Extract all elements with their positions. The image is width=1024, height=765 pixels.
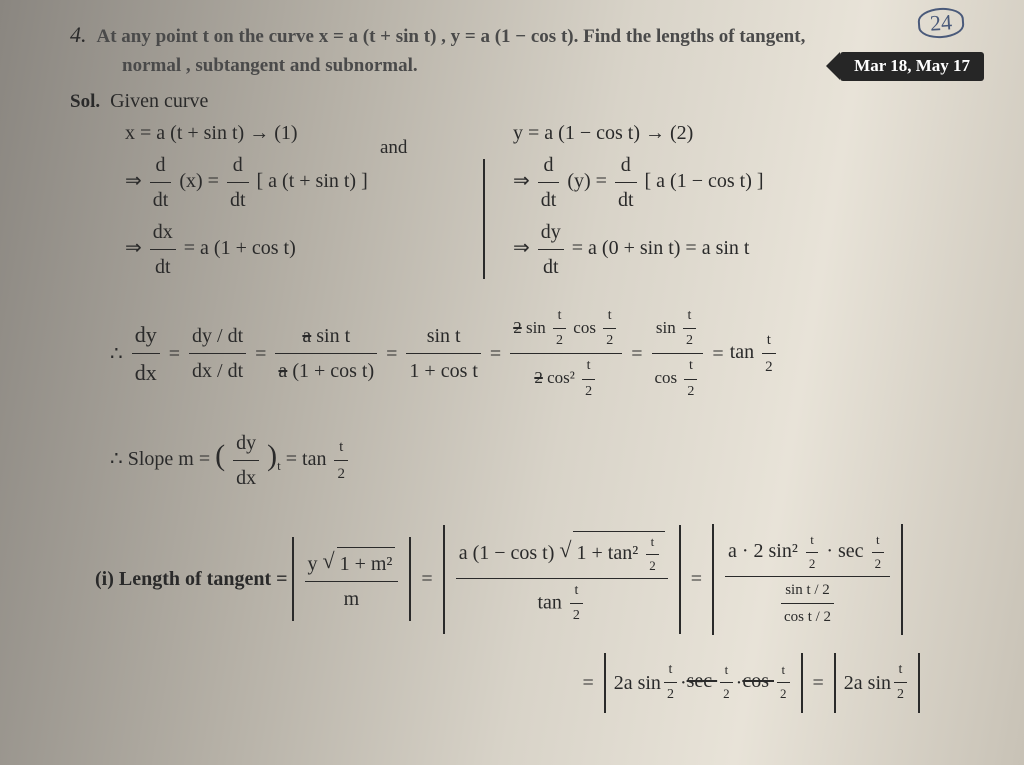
- left-eq-3: ⇒ dxdt = a (1 + cos t): [125, 216, 455, 283]
- tangent-label: (i) Length of tangent =: [95, 563, 288, 595]
- right-column: y = a (1 − cos t) → (2) ⇒ ddt (y) = ddt …: [513, 117, 933, 283]
- slope-prefix: ∴ Slope m =: [110, 448, 215, 470]
- right-l2-mid: (y) =: [567, 170, 607, 192]
- tangent-abs-5: 2a sin t2: [834, 653, 920, 713]
- t1-den: m: [305, 582, 399, 615]
- textbook-page: 24 4. At any point t on the curve x = a …: [0, 0, 1024, 733]
- dt-den-r2: dt: [615, 183, 637, 216]
- d-num-r: d: [538, 149, 560, 183]
- right-l3-rhs: = a (0 + sin t) = a sin t: [572, 237, 750, 259]
- therefore: ∴: [110, 338, 123, 370]
- implies-2: ⇒: [125, 237, 147, 259]
- t3-den-d: cos t / 2: [781, 604, 834, 629]
- slope-dx: dx: [233, 461, 259, 494]
- eq3n: sin t: [406, 320, 481, 354]
- eq3d: 1 + cos t: [406, 354, 481, 387]
- question-block: 4. At any point t on the curve x = a (t …: [70, 22, 984, 81]
- solution-label: Sol.: [70, 91, 100, 113]
- dx: dx: [132, 354, 160, 390]
- chain-final: tan t2: [730, 328, 779, 379]
- question-line-2: normal , subtangent and subnormal.: [122, 53, 418, 79]
- slope-sub: t: [277, 458, 281, 473]
- tangent-abs-3: a · 2 sin² t2 · sec t2 sin t / 2 cos t /…: [712, 524, 903, 635]
- exam-date-badge: Mar 18, May 17: [840, 52, 984, 81]
- tangent-abs-2: a (1 − cos t) 1 + tan² t2 tan t2: [443, 525, 681, 633]
- t2-num-a: a (1 − cos t): [459, 542, 555, 564]
- length-of-tangent-line2: = 2a sin t2 · sec t2 · cos t2 = 2a sin t…: [70, 653, 984, 713]
- tangent-abs-4: 2a sin t2 · sec t2 · cos t2: [604, 653, 803, 713]
- dy-num: dy: [538, 216, 564, 250]
- dt-den-3: dt: [150, 250, 176, 283]
- dx-num: dx: [150, 216, 176, 250]
- dy: dy: [132, 317, 160, 354]
- implies-r2: ⇒: [513, 237, 535, 259]
- left-l2-rhs: [ a (t + sin t) ]: [257, 170, 368, 192]
- right-eq-2: ⇒ ddt (y) = ddt [ a (1 − cos t) ]: [513, 149, 933, 216]
- left-eq-2: ⇒ ddt (x) = ddt [ a (t + sin t) ]: [125, 149, 455, 216]
- slope-rhs: = tan t2: [286, 448, 351, 470]
- length-of-tangent: (i) Length of tangent = y 1 + m² m = a (…: [95, 524, 984, 635]
- column-divider: [483, 159, 485, 279]
- left-l3-rhs: = a (1 + cos t): [184, 237, 296, 259]
- question-number: 4.: [70, 22, 87, 47]
- implies-r1: ⇒: [513, 170, 535, 192]
- slope-line: ∴ Slope m = ( dydx )t = tan t2: [110, 427, 984, 494]
- right-eq-1: y = a (1 − cos t) → (2): [513, 117, 933, 149]
- dt-den-r: dt: [538, 183, 560, 216]
- left-column: x = a (t + sin t) → (1) ⇒ ddt (x) = ddt …: [125, 117, 455, 283]
- eq1d: dx / dt: [189, 354, 246, 387]
- t3-den-n: sin t / 2: [781, 578, 834, 604]
- slope-dy: dy: [233, 427, 259, 461]
- right-eq-3: ⇒ dydt = a (0 + sin t) = a sin t: [513, 216, 933, 283]
- d-num-2: d: [227, 149, 249, 183]
- d-num: d: [150, 149, 172, 183]
- left-eq-1: x = a (t + sin t) → (1): [125, 117, 455, 149]
- given-curve-label: Given curve: [110, 90, 208, 112]
- dy-dx-chain: ∴ dydx = dy / dtdx / dt = a sin ta (1 + …: [110, 305, 984, 404]
- right-l2-rhs: [ a (1 − cos t) ]: [645, 170, 764, 192]
- eq1n: dy / dt: [189, 320, 246, 354]
- d-num-r2: d: [615, 149, 637, 183]
- dt-den-2: dt: [227, 183, 249, 216]
- tangent-abs-1: y 1 + m² m: [292, 537, 412, 621]
- question-line-1: At any point t on the curve x = a (t + s…: [97, 26, 806, 47]
- dt-den: dt: [150, 183, 172, 216]
- implies: ⇒: [125, 170, 147, 192]
- dt-den-r3: dt: [538, 250, 564, 283]
- left-l2-mid: (x) =: [179, 170, 219, 192]
